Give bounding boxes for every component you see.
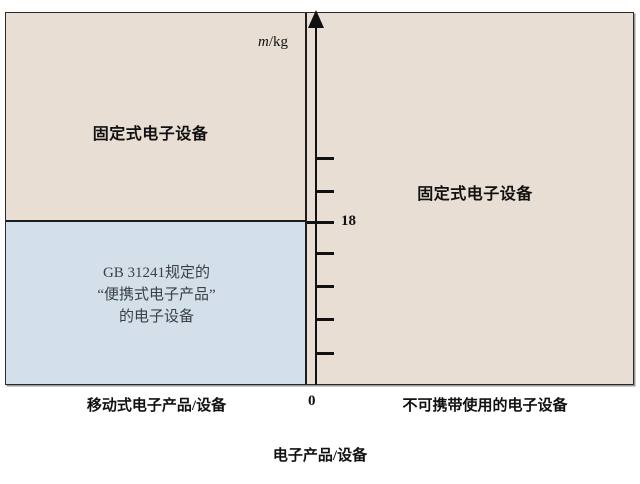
y-axis-tick — [317, 157, 334, 160]
caption-right-category: 不可携带使用的电子设备 — [402, 398, 568, 414]
y-axis-tick — [317, 285, 334, 288]
region-lower-left-portable — [6, 222, 307, 384]
y-axis-tick — [317, 318, 334, 321]
caption-left-category: 移动式电子产品/设备 — [86, 398, 227, 414]
region-label-lower-left: GB 31241规定的 “便携式电子产品” 的电子设备 — [6, 262, 307, 328]
region-label-right: 固定式电子设备 — [417, 186, 533, 203]
y-axis-origin-label: 0 — [308, 393, 316, 409]
y-axis-tick — [317, 352, 334, 355]
portable-line-1: GB 31241规定的 — [102, 265, 211, 281]
caption-x-axis-title: 电子产品/设备 — [272, 448, 368, 464]
portable-line-3: 的电子设备 — [118, 309, 194, 325]
y-axis-title: m/kg — [258, 34, 288, 51]
y-axis-tick — [317, 252, 334, 255]
y-axis-arrow-icon — [308, 10, 324, 28]
region-label-upper-left: 固定式电子设备 — [92, 126, 209, 143]
y-axis-line — [315, 22, 317, 385]
y-axis-tick-threshold — [307, 221, 334, 224]
region-upper-left-fixed — [6, 13, 307, 222]
y-axis-symbol: m — [258, 34, 269, 50]
y-axis-tick — [317, 190, 334, 193]
y-axis-tick-label-18: 18 — [341, 213, 356, 229]
y-axis-unit: /kg — [268, 34, 289, 50]
portable-line-2: “便携式电子产品” — [97, 287, 216, 303]
